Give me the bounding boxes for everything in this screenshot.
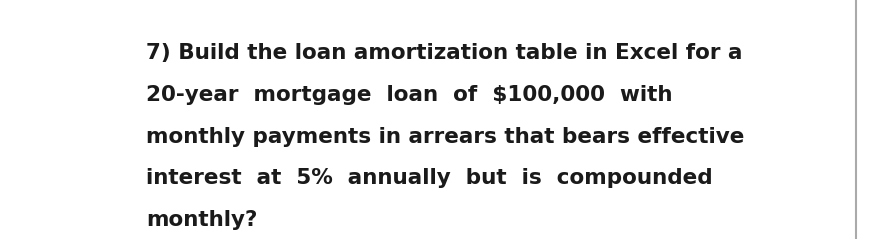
Text: interest  at  5%  annually  but  is  compounded: interest at 5% annually but is compounde… bbox=[146, 168, 713, 189]
Text: 20-year  mortgage  loan  of  $100,000  with: 20-year mortgage loan of $100,000 with bbox=[146, 85, 673, 105]
Text: 7) Build the loan amortization table in Excel for a: 7) Build the loan amortization table in … bbox=[146, 43, 743, 63]
Text: monthly?: monthly? bbox=[146, 210, 258, 230]
Text: monthly payments in arrears that bears effective: monthly payments in arrears that bears e… bbox=[146, 127, 745, 147]
